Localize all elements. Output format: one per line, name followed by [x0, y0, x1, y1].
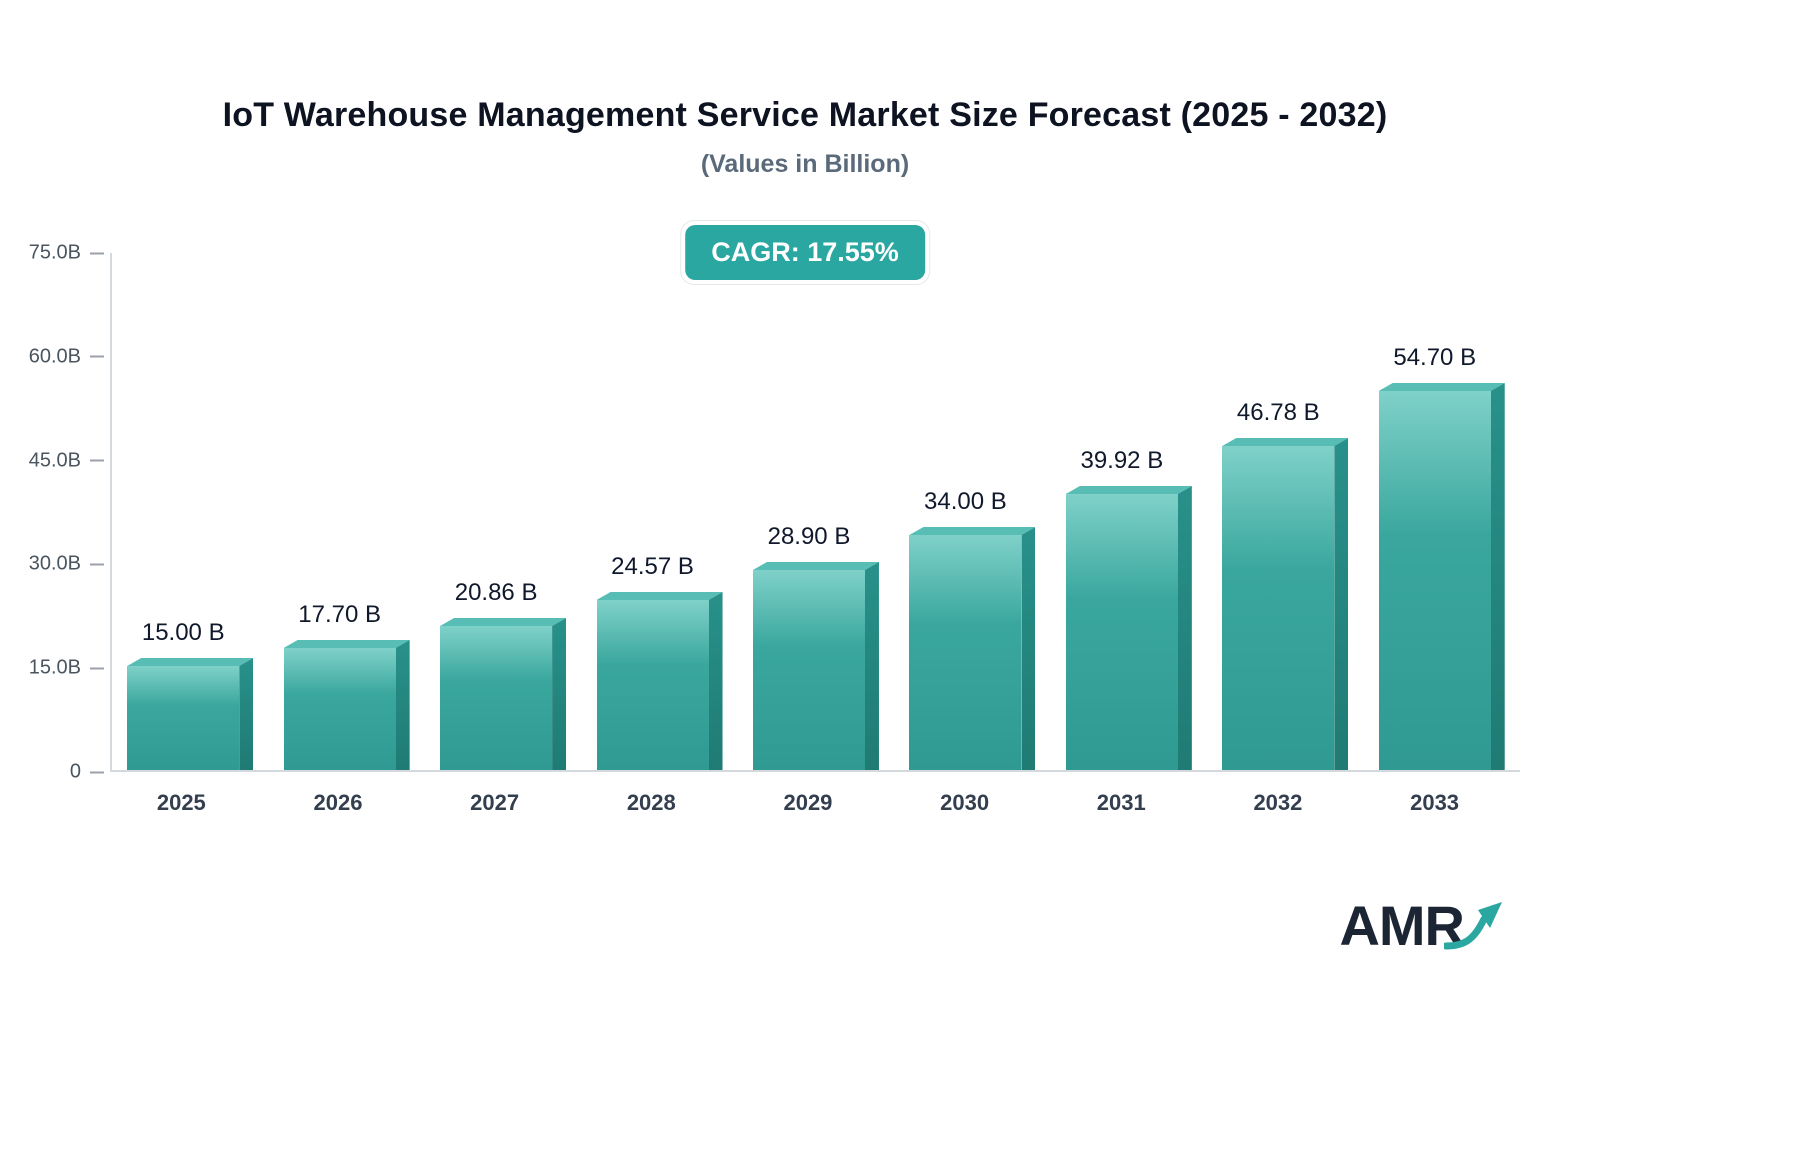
bar-front-face [283, 648, 396, 770]
bar-front-face [1378, 391, 1491, 770]
y-axis-tick-mark [90, 667, 104, 670]
chart-content: IoT Warehouse Management Service Market … [0, 96, 1520, 954]
y-axis-tick-label: 75.0B [28, 241, 81, 264]
bar-value-label: 15.00 B [141, 619, 225, 646]
y-axis-tick-mark [90, 459, 104, 462]
bar-value-label: 24.57 B [611, 553, 694, 580]
logo-growth-arrow-icon [1444, 902, 1502, 950]
y-axis-tick-15.0B: 15.0B [29, 657, 104, 680]
y-axis-tick-60.0B: 60.0B [29, 345, 104, 368]
bar-side-face [1177, 486, 1192, 770]
y-axis-tick-75.0B: 75.0B [29, 242, 104, 265]
y-axis-tick-label: 60.0B [28, 345, 81, 368]
bar-side-face [395, 640, 410, 770]
bar-side-face [1021, 527, 1036, 770]
bar-value-label: 46.78 B [1236, 399, 1320, 426]
y-axis-tick-0: 0 [70, 761, 104, 784]
bar-top-face [1066, 486, 1192, 494]
y-axis-tick-label: 30.0B [28, 552, 81, 575]
bar-side-face [239, 658, 254, 770]
bar-side-face [1490, 383, 1505, 770]
bar-2033: 54.70 B [1378, 344, 1505, 770]
bar-top-face [1222, 438, 1348, 446]
bar-2030: 34.00 B [909, 488, 1036, 770]
amr-logo: AMR [1339, 898, 1510, 954]
y-axis-tick-30.0B: 30.0B [29, 553, 104, 576]
y-axis-tick-label: 45.0B [28, 449, 81, 472]
x-axis-label-2031: 2031 [1096, 790, 1146, 815]
x-axis-label-2029: 2029 [783, 790, 833, 815]
plot-area: 15.00 B 17.70 B 20.86 B 24.57 B 28.90 B 34.00… [110, 253, 1520, 772]
y-axis-tick-mark [90, 563, 104, 566]
cagr-badge-container: CAGR: 17.55% [680, 220, 930, 285]
y-axis-tick-mark [90, 355, 104, 358]
bar-value-label: 20.86 B [454, 579, 538, 606]
x-axis-label-2028: 2028 [626, 790, 676, 815]
y-axis-tick-label: 0 [69, 760, 81, 783]
bar-side-face [864, 562, 879, 770]
bar-value-label: 39.92 B [1080, 447, 1164, 474]
x-axis-labels: 2025 2026 2027 2028 2029 2030 2031 2032 2033 [110, 790, 1520, 816]
bar-2028: 24.57 B [596, 553, 723, 770]
chart-title: IoT Warehouse Management Service Market … [222, 96, 1388, 134]
y-axis-tick-label: 15.0B [28, 656, 81, 679]
bar-front-face [752, 570, 865, 770]
bar-value-label: 28.90 B [767, 523, 851, 550]
bar-top-face [1379, 383, 1505, 391]
bar-value-label: 54.70 B [1393, 344, 1477, 371]
bar-value-label: 17.70 B [298, 601, 382, 628]
bar-top-face [127, 658, 253, 666]
y-axis-tick-45.0B: 45.0B [29, 449, 104, 472]
bar-2026: 17.70 B [283, 601, 410, 770]
bar-value-label: 34.00 B [924, 488, 1007, 515]
bar-2031: 39.92 B [1065, 447, 1192, 770]
bar-top-face [753, 562, 879, 570]
x-axis-label-2026: 2026 [313, 790, 363, 815]
bar-chart: 0 15.0B 30.0B 45.0B 60.0B 75.0B 15.00 B 17.70 … [0, 242, 1520, 783]
bar-front-face [909, 535, 1022, 770]
y-axis-tick-mark [90, 252, 104, 254]
bar-top-face [597, 592, 723, 600]
bar-top-face [909, 527, 1035, 535]
y-axis: 0 15.0B 30.0B 45.0B 60.0B 75.0B [0, 242, 110, 783]
y-axis-tick-mark [90, 771, 104, 773]
x-axis-label-2032: 2032 [1253, 790, 1303, 815]
bar-top-face [284, 640, 410, 648]
chart-subtitle: (Values in Billion) [700, 150, 910, 178]
bar-2029: 28.90 B [752, 523, 879, 770]
bar-front-face [1065, 494, 1178, 770]
bar-top-face [440, 618, 566, 626]
bar-side-face [1334, 438, 1349, 770]
bar-side-face [708, 592, 723, 770]
bar-2032: 46.78 B [1222, 399, 1349, 770]
x-axis-label-2027: 2027 [470, 790, 520, 815]
x-axis-label-2025: 2025 [156, 790, 206, 815]
x-axis-label-2033: 2033 [1410, 790, 1460, 815]
bar-front-face [127, 666, 240, 770]
bar-side-face [552, 618, 567, 770]
bar-front-face [596, 600, 709, 770]
bar-front-face [440, 626, 553, 770]
cagr-badge: CAGR: 17.55% [685, 225, 925, 280]
bar-front-face [1222, 446, 1335, 770]
bar-2025: 15.00 B [127, 619, 254, 770]
bar-2027: 20.86 B [440, 579, 567, 770]
x-axis-label-2030: 2030 [940, 790, 990, 815]
